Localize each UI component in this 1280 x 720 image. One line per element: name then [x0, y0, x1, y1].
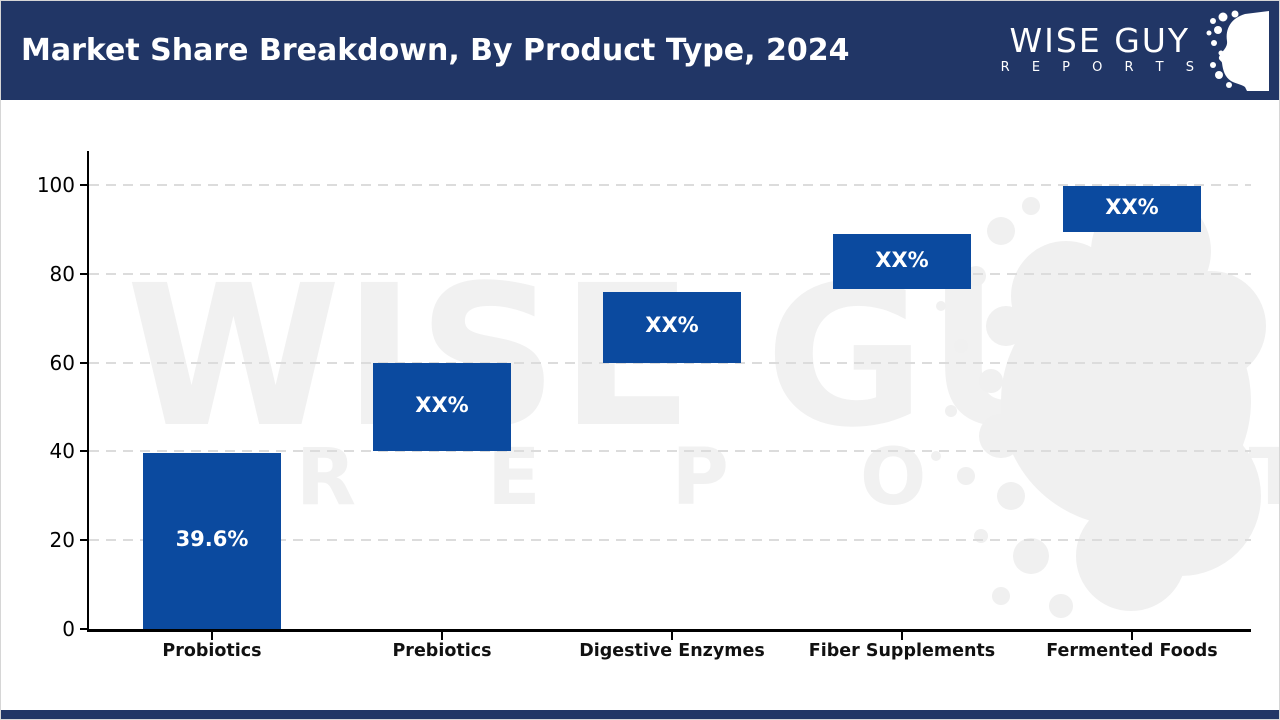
y-tick-100	[80, 184, 88, 186]
bar-value-label-prebiotics: XX%	[415, 393, 469, 417]
x-axis-label-probiotics: Probiotics	[162, 641, 262, 661]
y-axis-spine	[87, 151, 89, 632]
y-tick-label-100: 100	[36, 173, 75, 197]
bar-prebiotics	[373, 362, 511, 452]
gridline-100	[89, 184, 1251, 186]
bar-value-label-digestive-enzymes: XX%	[645, 313, 699, 338]
bar-fiber-supplements	[833, 233, 971, 290]
gridline-60	[89, 361, 1251, 364]
x-tick-fiber-supplements	[901, 632, 903, 640]
bar-probiotics	[143, 453, 281, 629]
bar-value-label-fiber-supplements: XX%	[875, 247, 929, 272]
x-tick-digestive-enzymes	[671, 632, 673, 640]
y-tick-60	[80, 361, 88, 364]
logo-head-icon	[1206, 10, 1269, 91]
y-tick-label-40: 40	[49, 439, 75, 464]
footer-bar	[1, 710, 1279, 719]
page-title: Market Share Breakdown, By Product Type,…	[21, 33, 850, 68]
gridline-40	[89, 450, 1251, 453]
y-tick-label-80: 80	[49, 261, 75, 286]
x-tick-fermented-foods	[1131, 632, 1133, 640]
x-axis-spine	[87, 629, 1251, 632]
y-tick-label-60: 60	[49, 350, 75, 375]
x-tick-prebiotics	[441, 632, 443, 640]
x-axis-label-fermented-foods: Fermented Foods	[1046, 641, 1218, 661]
y-tick-label-0: 0	[62, 617, 75, 641]
bar-fermented-foods	[1063, 185, 1201, 232]
y-tick-80	[80, 272, 88, 275]
y-tick-0	[80, 628, 88, 630]
x-tick-probiotics	[211, 632, 213, 640]
gridline-80	[89, 272, 1251, 275]
y-tick-label-20: 20	[49, 528, 75, 553]
bar-digestive-enzymes	[603, 291, 741, 363]
x-axis-label-digestive-enzymes: Digestive Enzymes	[579, 641, 765, 661]
y-tick-40	[80, 450, 88, 453]
x-axis-label-prebiotics: Prebiotics	[392, 641, 492, 661]
x-axis-label-fiber-supplements: Fiber Supplements	[808, 641, 996, 661]
y-tick-20	[80, 539, 88, 542]
logo-text: WISE GUY R E P O R T S	[997, 23, 1203, 77]
header-bar: Market Share Breakdown, By Product Type,…	[1, 1, 1279, 100]
gridline-20	[89, 539, 1251, 542]
logo-reports-text: R E P O R T S	[1000, 60, 1203, 75]
bar-value-label-fermented-foods: XX%	[1105, 194, 1159, 219]
logo-wiseguy-text: WISE GUY	[1009, 21, 1191, 60]
logo: WISE GUY R E P O R T S	[997, 9, 1269, 91]
bar-value-label-probiotics: 39.6%	[175, 527, 249, 552]
